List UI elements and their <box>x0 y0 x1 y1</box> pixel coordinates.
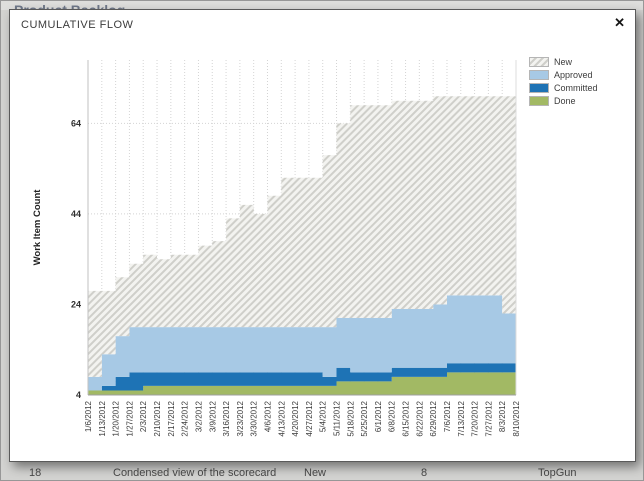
svg-text:6/15/2012: 6/15/2012 <box>402 400 411 436</box>
legend-item-new: New <box>529 57 598 67</box>
close-icon[interactable]: ✕ <box>614 15 625 30</box>
svg-text:7/27/2012: 7/27/2012 <box>484 400 493 436</box>
svg-text:2/10/2012: 2/10/2012 <box>153 400 162 436</box>
dialog-title: CUMULATIVE FLOW <box>21 19 134 31</box>
row-area: TopGun <box>538 467 577 479</box>
legend-swatch-approved <box>529 70 549 80</box>
svg-text:4/13/2012: 4/13/2012 <box>277 400 286 436</box>
svg-text:1/27/2012: 1/27/2012 <box>125 400 134 436</box>
legend-label: Done <box>554 96 576 106</box>
y-axis-title: Work Item Count <box>32 189 43 266</box>
svg-text:4: 4 <box>76 390 81 400</box>
svg-text:3/9/2012: 3/9/2012 <box>208 400 217 432</box>
row-effort: 8 <box>421 467 428 479</box>
svg-text:1/13/2012: 1/13/2012 <box>98 400 107 436</box>
svg-text:1/6/2012: 1/6/2012 <box>84 400 93 432</box>
row-state: New <box>304 467 327 479</box>
svg-text:5/4/2012: 5/4/2012 <box>319 400 328 432</box>
chart-legend: New Approved Committed Done <box>529 57 598 106</box>
svg-text:7/6/2012: 7/6/2012 <box>443 400 452 432</box>
svg-text:2/17/2012: 2/17/2012 <box>167 400 176 436</box>
background-page-title: Product Backlog <box>14 2 126 10</box>
legend-swatch-done <box>529 96 549 106</box>
axes <box>87 60 517 396</box>
legend-item-committed: Committed <box>529 83 598 93</box>
legend-label: Approved <box>554 70 593 80</box>
svg-text:7/20/2012: 7/20/2012 <box>471 400 480 436</box>
legend-swatch-new <box>529 57 549 67</box>
legend-label: New <box>554 57 573 67</box>
svg-text:6/8/2012: 6/8/2012 <box>388 400 397 432</box>
svg-text:7/13/2012: 7/13/2012 <box>457 400 466 436</box>
svg-text:3/30/2012: 3/30/2012 <box>250 400 259 436</box>
area-done <box>88 358 516 395</box>
area-committed <box>88 318 516 391</box>
svg-text:1/20/2012: 1/20/2012 <box>112 400 121 436</box>
x-axis-labels: 1/6/2012 1/13/2012 1/20/2012 1/27/2012 2/3/2… <box>84 400 521 436</box>
svg-text:5/11/2012: 5/11/2012 <box>333 400 342 436</box>
svg-text:5/25/2012: 5/25/2012 <box>360 400 369 436</box>
svg-text:3/2/2012: 3/2/2012 <box>194 400 203 432</box>
row-id: 18 <box>29 467 42 479</box>
legend-label: Committed <box>554 83 598 93</box>
svg-text:3/23/2012: 3/23/2012 <box>236 400 245 436</box>
legend-swatch-committed <box>529 83 549 93</box>
legend-item-done: Done <box>529 96 598 106</box>
svg-text:8/10/2012: 8/10/2012 <box>512 400 521 436</box>
svg-text:3/16/2012: 3/16/2012 <box>222 400 231 436</box>
background-page-header: Product Backlog <box>1 1 643 10</box>
svg-text:2/3/2012: 2/3/2012 <box>139 400 148 432</box>
stacked-areas <box>88 64 516 395</box>
svg-text:24: 24 <box>71 299 81 309</box>
area-new <box>88 64 516 377</box>
y-axis-labels: 4 24 44 64 <box>71 118 81 400</box>
svg-text:4/27/2012: 4/27/2012 <box>305 400 314 436</box>
svg-text:5/18/2012: 5/18/2012 <box>346 400 355 436</box>
legend-item-approved: Approved <box>529 70 598 80</box>
svg-text:8/3/2012: 8/3/2012 <box>498 400 507 432</box>
cumulative-flow-dialog: CUMULATIVE FLOW ✕ 4 24 44 64 Work Item Count… <box>9 9 636 462</box>
svg-text:44: 44 <box>71 209 81 219</box>
area-approved <box>88 295 516 391</box>
svg-text:4/20/2012: 4/20/2012 <box>291 400 300 436</box>
row-title: Condensed view of the scorecard <box>113 467 277 479</box>
svg-text:4/6/2012: 4/6/2012 <box>263 400 272 432</box>
svg-text:2/24/2012: 2/24/2012 <box>181 400 190 436</box>
svg-text:64: 64 <box>71 118 81 128</box>
background-table-row: 18 Condensed view of the scorecard New 8… <box>1 463 643 480</box>
svg-text:6/29/2012: 6/29/2012 <box>429 400 438 436</box>
svg-text:6/22/2012: 6/22/2012 <box>415 400 424 436</box>
svg-text:6/1/2012: 6/1/2012 <box>374 400 383 432</box>
